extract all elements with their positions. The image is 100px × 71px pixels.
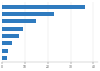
Bar xyxy=(2,49,8,53)
Bar xyxy=(2,34,19,38)
Bar xyxy=(2,12,54,16)
Bar xyxy=(2,5,85,9)
Bar xyxy=(2,19,36,23)
Bar xyxy=(2,27,23,31)
Bar xyxy=(2,41,12,45)
Bar xyxy=(2,56,7,60)
